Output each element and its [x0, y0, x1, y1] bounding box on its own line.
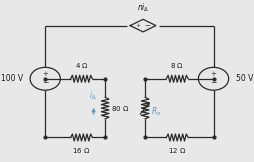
Text: 100 V: 100 V — [1, 74, 23, 83]
Text: $i_\Delta$: $i_\Delta$ — [89, 89, 97, 102]
Text: $ni_\Delta$: $ni_\Delta$ — [137, 2, 149, 14]
Text: 50 V: 50 V — [236, 74, 253, 83]
Text: +: + — [211, 71, 216, 77]
Text: 12 $\Omega$: 12 $\Omega$ — [168, 146, 186, 155]
Text: 16 $\Omega$: 16 $\Omega$ — [72, 146, 91, 155]
Text: −: − — [144, 23, 150, 29]
Text: −: − — [42, 79, 49, 88]
Text: +: + — [136, 23, 141, 28]
Text: 8 $\Omega$: 8 $\Omega$ — [170, 61, 184, 70]
Text: $R_o$: $R_o$ — [151, 105, 161, 118]
Text: 80 $\Omega$: 80 $\Omega$ — [111, 104, 129, 113]
Text: 4 $\Omega$: 4 $\Omega$ — [75, 61, 88, 70]
Text: −: − — [210, 79, 217, 88]
Text: +: + — [42, 71, 48, 77]
